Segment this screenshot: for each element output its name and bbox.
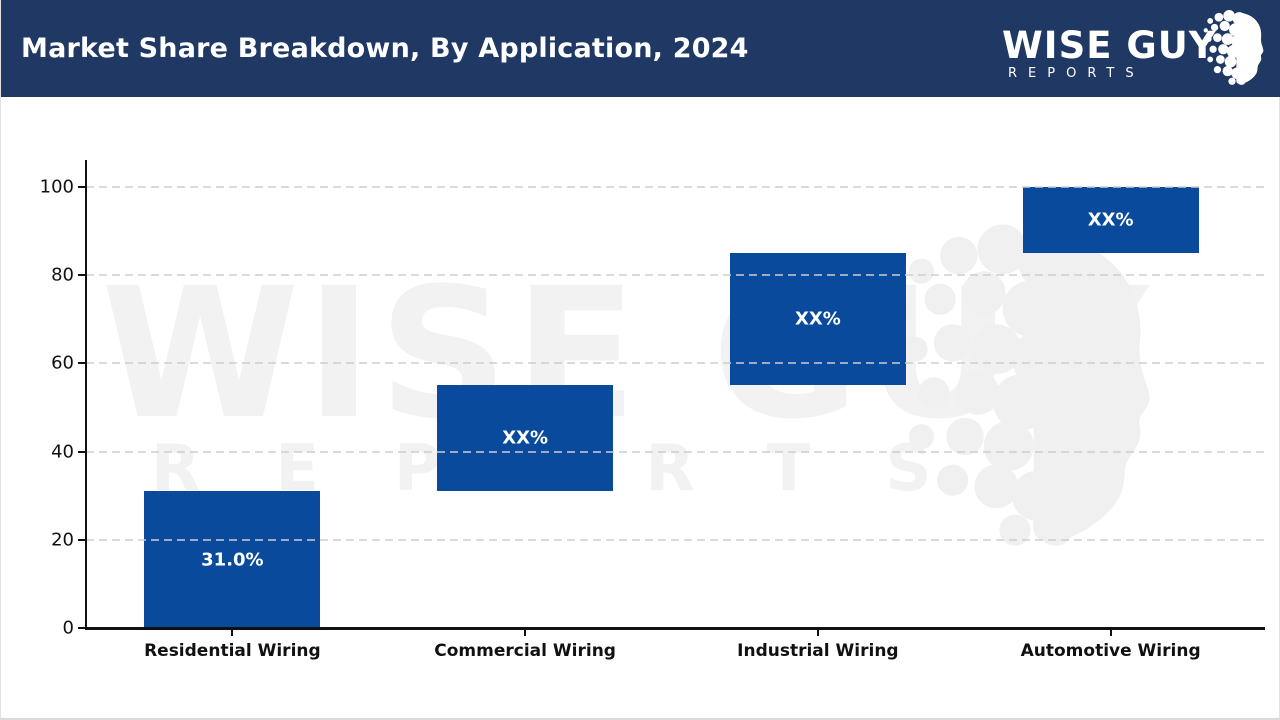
wiseguy-logo: WISE GUY REPORTS [1002,6,1267,92]
wiseguy-head-icon [1203,10,1264,85]
bar-residential-wiring [144,491,320,628]
gridline-60 [86,362,1265,365]
x-tick-mark [816,629,819,636]
bar-commercial-wiring [437,385,613,491]
x-category-label: Residential Wiring [144,641,321,661]
y-tick-label: 40 [51,441,74,463]
bar-value-label: XX% [794,308,841,330]
gridline-80 [86,274,1265,277]
gridline-40 [86,450,1265,453]
y-tick-label: 20 [51,529,74,551]
gridline-100 [86,186,1265,188]
x-category-label: Commercial Wiring [434,641,616,661]
bar-value-label: XX% [1087,209,1134,231]
page-title: Market Share Breakdown, By Application, … [21,33,749,64]
logo-subtext: REPORTS [1008,66,1145,81]
x-category-label: Automotive Wiring [1020,641,1201,661]
header-bar: Market Share Breakdown, By Application, … [1,0,1280,97]
y-tick-label: 0 [62,617,74,639]
y-tick-mark [78,362,85,365]
bar-automotive-wiring [1023,187,1199,253]
x-tick-mark [231,629,234,636]
bar-value-label: 31.0% [201,549,264,571]
x-tick-mark [524,629,527,636]
bar-value-label: XX% [502,427,549,449]
y-tick-label: 60 [51,352,74,374]
y-tick-mark [78,274,85,277]
x-category-label: Industrial Wiring [737,641,899,661]
y-axis-line [85,160,87,630]
y-tick-mark [78,450,85,453]
y-tick-label: 80 [51,264,74,286]
x-axis-line [85,627,1265,630]
gridline-20 [86,538,1265,541]
y-tick-mark [78,627,85,629]
y-tick-mark [78,538,85,541]
y-tick-mark [78,186,85,188]
logo-wordmark: WISE GUY [1002,24,1217,67]
y-tick-label: 100 [39,176,74,198]
x-tick-mark [1109,629,1112,636]
chart-area: WISE GUY REPORTS 02040608010031.0%Reside… [1,97,1280,720]
